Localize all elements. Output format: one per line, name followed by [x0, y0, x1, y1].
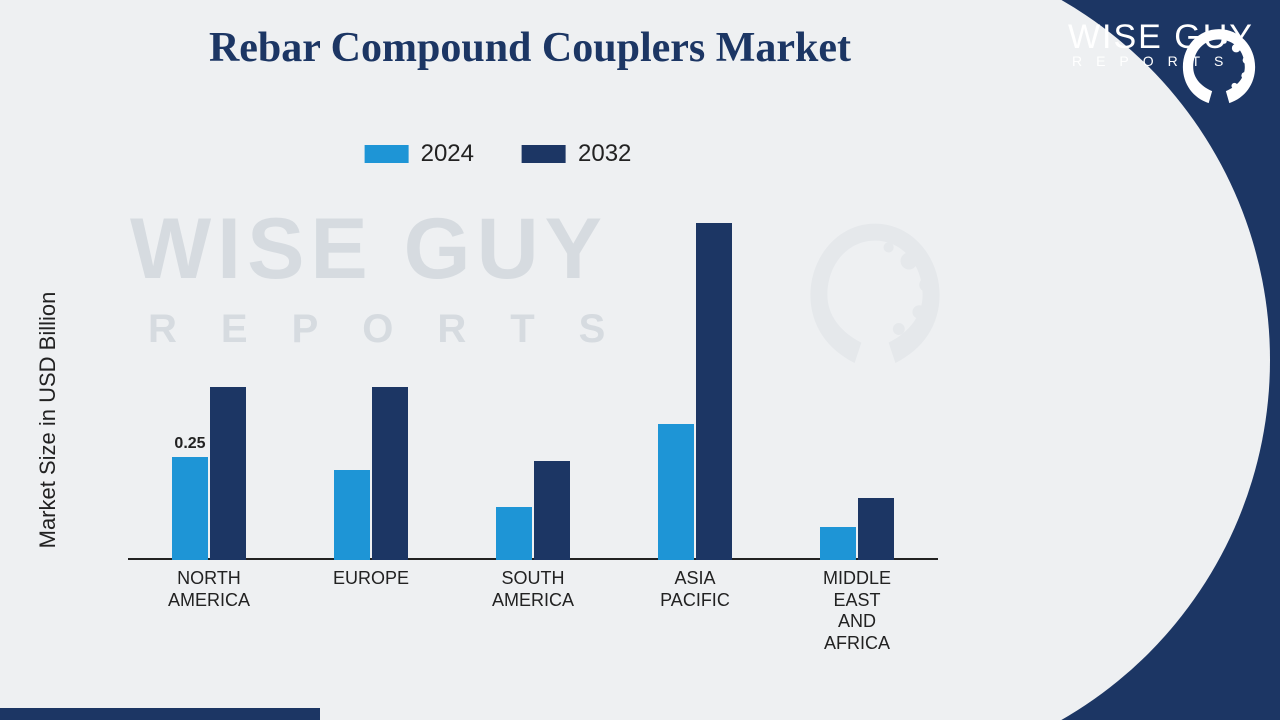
legend-item-2024: 2024	[365, 140, 474, 168]
legend-label-2024: 2024	[421, 140, 474, 168]
bar-groups: 0.25NORTHAMERICAEUROPESOUTHAMERICAASIAPA…	[128, 190, 938, 560]
y-axis-label: Market Size in USD Billion	[35, 292, 61, 549]
plot-area: 0.25NORTHAMERICAEUROPESOUTHAMERICAASIAPA…	[128, 190, 938, 560]
bottom-accent-bar	[0, 708, 320, 720]
category-label: NORTHAMERICA	[139, 568, 279, 611]
bar-2024	[820, 527, 856, 560]
bar-2024	[658, 424, 694, 560]
brand-logo: WISE GUY REPORTS	[1068, 18, 1254, 69]
bar-2032	[534, 461, 570, 560]
chart-title: Rebar Compound Couplers Market	[120, 24, 940, 72]
bar-group: MIDDLEEASTANDAFRICA	[784, 498, 930, 560]
legend-item-2032: 2032	[522, 140, 631, 168]
bar-group: ASIAPACIFIC	[622, 223, 768, 560]
category-label: ASIAPACIFIC	[625, 568, 765, 611]
category-label: SOUTHAMERICA	[463, 568, 603, 611]
legend-label-2032: 2032	[578, 140, 631, 168]
legend: 2024 2032	[365, 140, 632, 168]
bar-group: SOUTHAMERICA	[460, 461, 606, 560]
legend-swatch-2032	[522, 145, 566, 163]
bar-group: EUROPE	[298, 387, 444, 560]
brand-head-icon	[1176, 24, 1262, 110]
bar-2024: 0.25	[172, 457, 208, 560]
bar-group: 0.25NORTHAMERICA	[136, 387, 282, 560]
bar-2032	[372, 387, 408, 560]
bar-2032	[210, 387, 246, 560]
category-label: MIDDLEEASTANDAFRICA	[787, 568, 927, 654]
bar-2024	[334, 470, 370, 560]
bar-2032	[858, 498, 894, 560]
stage: WISE GUY REPORTS Rebar Compound Couplers…	[0, 0, 1280, 720]
bar-2032	[696, 223, 732, 560]
legend-swatch-2024	[365, 145, 409, 163]
bar-data-label: 0.25	[174, 435, 205, 453]
category-label: EUROPE	[301, 568, 441, 590]
chart: Market Size in USD Billion 2024 2032 0.2…	[58, 140, 938, 700]
bar-2024	[496, 507, 532, 560]
